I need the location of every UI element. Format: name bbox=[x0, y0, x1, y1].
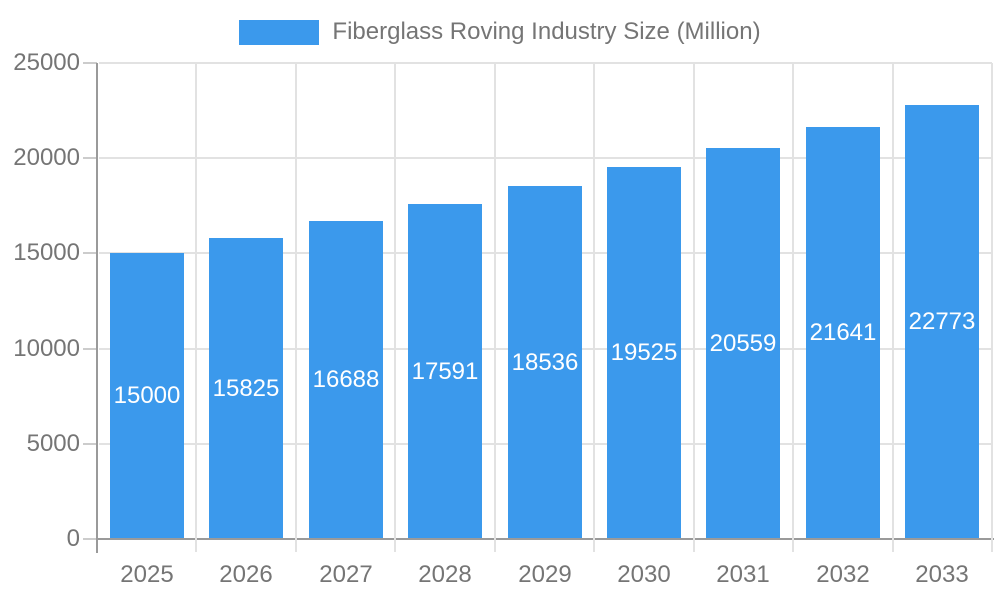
x-axis-tick-label: 2025 bbox=[120, 561, 174, 588]
bar[interactable] bbox=[905, 105, 979, 538]
x-axis-tick-label: 2030 bbox=[617, 561, 671, 588]
bar[interactable] bbox=[110, 253, 184, 538]
v-gridline bbox=[394, 63, 396, 552]
y-tick-mark bbox=[83, 348, 97, 350]
legend[interactable]: Fiberglass Roving Industry Size (Million… bbox=[0, 18, 1000, 46]
v-gridline bbox=[693, 63, 695, 552]
h-gridline bbox=[99, 157, 992, 159]
bar[interactable] bbox=[309, 221, 383, 538]
bar-value-label: 17591 bbox=[411, 358, 479, 385]
y-tick-mark bbox=[83, 538, 97, 540]
bar[interactable] bbox=[706, 148, 780, 538]
x-axis-tick-label: 2029 bbox=[518, 561, 572, 588]
y-axis-tick-label: 10000 bbox=[13, 335, 80, 362]
x-axis-tick-label: 2032 bbox=[816, 561, 870, 588]
bar-value-label: 15825 bbox=[212, 375, 280, 402]
v-gridline bbox=[593, 63, 595, 552]
h-gridline bbox=[99, 62, 992, 64]
y-tick-mark bbox=[83, 252, 97, 254]
y-axis-tick-label: 0 bbox=[66, 525, 80, 552]
y-axis-tick-label: 15000 bbox=[13, 239, 80, 266]
bar[interactable] bbox=[209, 238, 283, 538]
bar[interactable] bbox=[408, 204, 482, 538]
bar-value-label: 21641 bbox=[809, 319, 877, 346]
y-tick-mark bbox=[83, 62, 97, 64]
v-gridline bbox=[991, 63, 993, 552]
y-axis-tick-label: 20000 bbox=[13, 144, 80, 171]
x-axis-tick-label: 2027 bbox=[319, 561, 373, 588]
x-axis-line bbox=[97, 538, 994, 540]
x-axis-tick-label: 2028 bbox=[418, 561, 472, 588]
y-axis-line bbox=[96, 63, 98, 553]
bar-value-label: 16688 bbox=[312, 366, 380, 393]
v-gridline bbox=[892, 63, 894, 552]
y-axis-tick-label: 5000 bbox=[26, 430, 80, 457]
y-tick-mark bbox=[83, 157, 97, 159]
v-gridline bbox=[792, 63, 794, 552]
bar[interactable] bbox=[607, 167, 681, 538]
x-axis-tick-label: 2026 bbox=[219, 561, 273, 588]
bar-value-label: 20559 bbox=[709, 330, 777, 357]
bar-value-label: 22773 bbox=[908, 308, 976, 335]
bar-value-label: 19525 bbox=[610, 339, 678, 366]
x-axis-tick-label: 2033 bbox=[915, 561, 969, 588]
legend-label: Fiberglass Roving Industry Size (Million… bbox=[332, 18, 761, 45]
bar-value-label: 18536 bbox=[511, 349, 579, 376]
legend-swatch-icon bbox=[239, 19, 320, 45]
bar-value-label: 15000 bbox=[113, 382, 181, 409]
y-tick-mark bbox=[83, 443, 97, 445]
y-axis-tick-label: 25000 bbox=[13, 49, 80, 76]
v-gridline bbox=[295, 63, 297, 552]
v-gridline bbox=[494, 63, 496, 552]
x-axis-tick-label: 2031 bbox=[716, 561, 770, 588]
bar[interactable] bbox=[508, 186, 582, 538]
bar[interactable] bbox=[806, 127, 880, 538]
v-gridline bbox=[195, 63, 197, 552]
